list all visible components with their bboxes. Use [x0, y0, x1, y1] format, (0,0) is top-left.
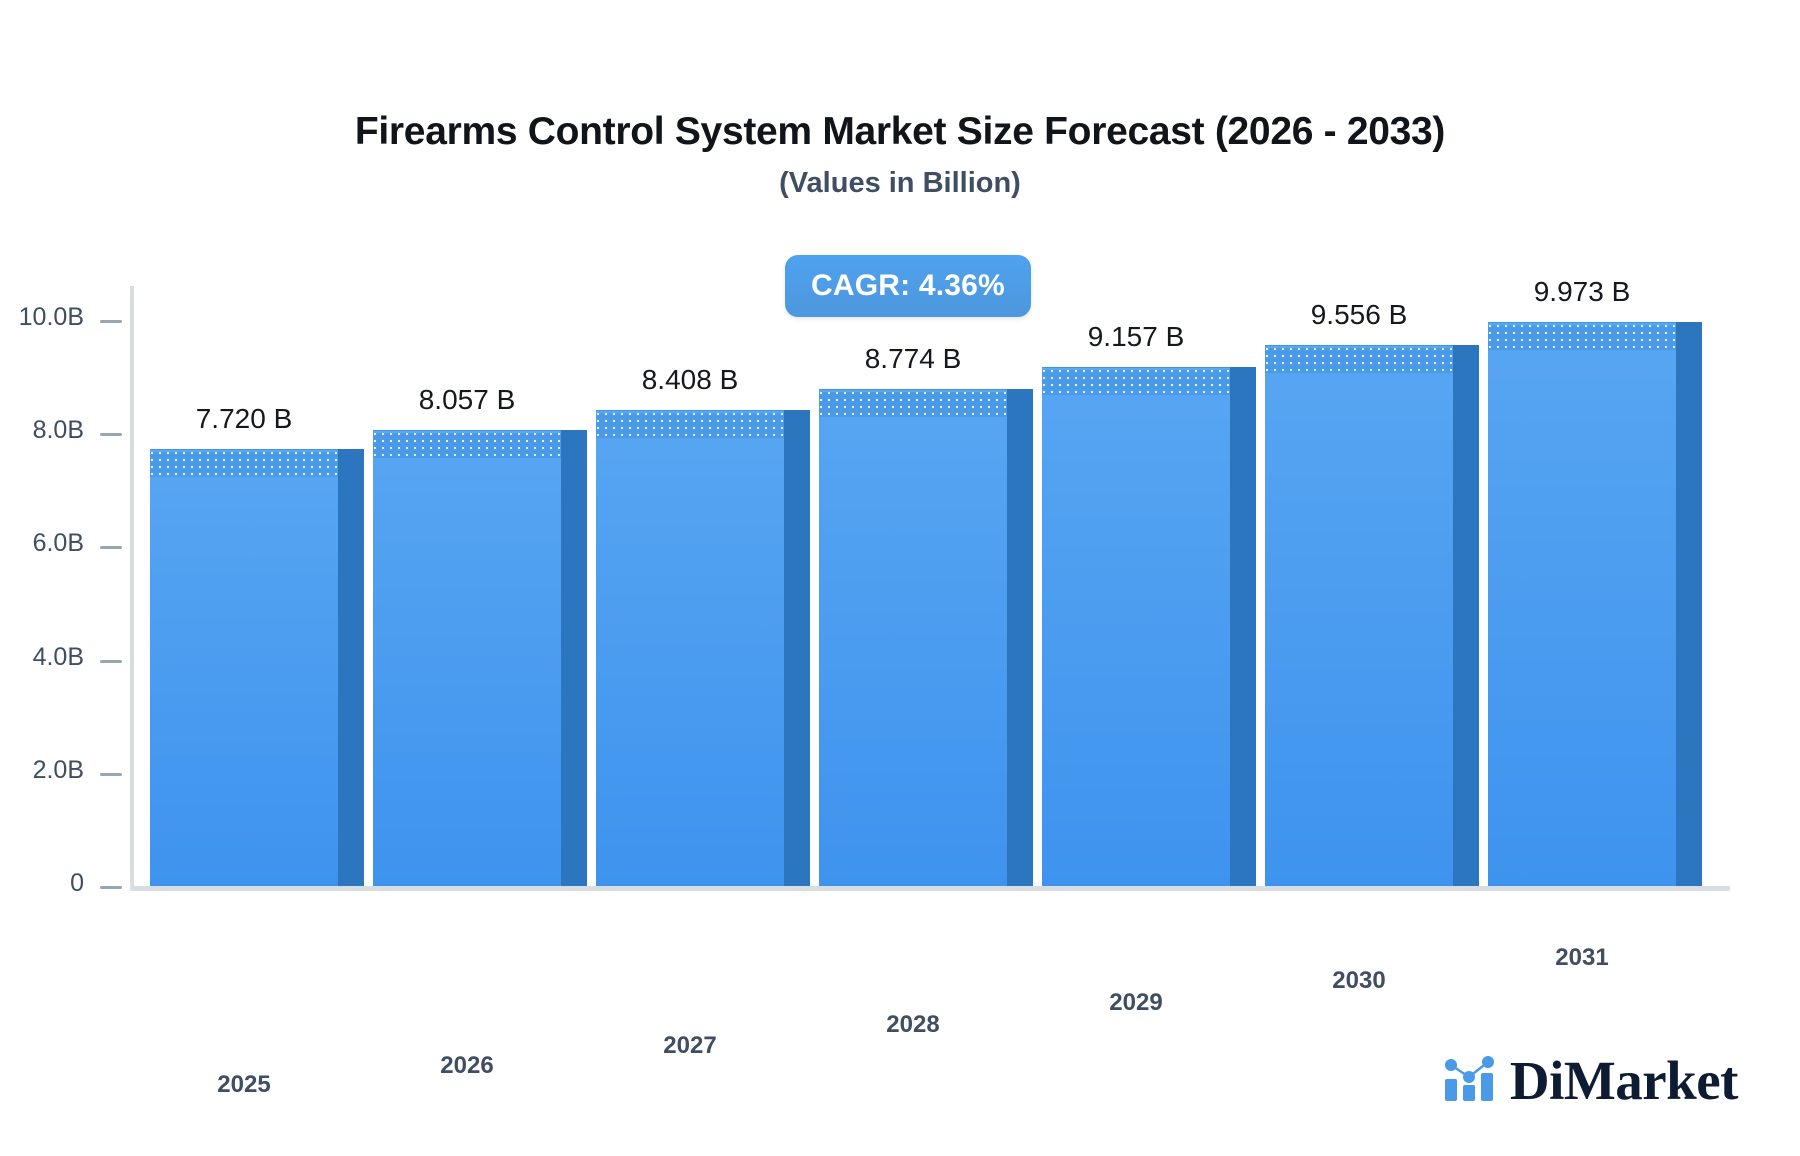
bar-value-label: 9.973 B — [1533, 276, 1631, 307]
y-axis-tick-label: 4.0B — [32, 642, 84, 671]
y-axis-tick-1: 2.0B — [2, 756, 130, 784]
bar-top-edge — [596, 411, 784, 413]
y-axis-line — [130, 286, 134, 886]
bar-value-label: 9.556 B — [1310, 299, 1408, 330]
bar-front-face — [1265, 345, 1453, 886]
cagr-badge[interactable]: CAGR: 4.36% — [785, 255, 1031, 317]
x-axis-tick-label: 2028 — [886, 1011, 940, 1038]
y-axis-tick-dash — [100, 433, 122, 437]
bar-side-face — [1453, 345, 1479, 886]
y-axis-tick-dash — [100, 320, 122, 323]
bar-side-face — [561, 430, 587, 886]
x-axis-tick-label: 2025 — [217, 1071, 271, 1098]
plot-area: 0 2.0B 4.0B 6.0B 8.0B 10.0B 7.720 B — [19, 276, 1730, 1098]
y-axis-tick-dash — [100, 886, 122, 889]
bar-top-face — [1488, 322, 1676, 350]
bar-3d-body — [819, 389, 1033, 886]
chart-header: Firearms Control System Market Size Fore… — [0, 110, 1800, 200]
bar-front-face — [1042, 367, 1230, 886]
y-axis-tick-3: 6.0B — [2, 529, 130, 557]
bar-front-face — [373, 430, 561, 886]
bar-3d-body — [1265, 345, 1479, 886]
bar-side-face — [338, 449, 364, 886]
bar-value-label: 8.774 B — [864, 343, 962, 374]
bar-item-2026[interactable]: 8.057 B 2026 — [373, 384, 587, 1079]
x-axis-tick-label: 2026 — [440, 1052, 494, 1079]
brand-name: DiMarket — [1509, 1050, 1739, 1111]
bar-top-face — [150, 449, 338, 477]
bar-item-2031[interactable]: 9.973 B 2031 — [1488, 276, 1702, 971]
bar-side-face — [784, 410, 810, 886]
bar-3d-body — [1042, 367, 1256, 886]
x-axis-tick-label: 2029 — [1109, 989, 1163, 1016]
bar-item-2029[interactable]: 9.157 B 2029 — [1042, 321, 1256, 1016]
x-axis-line — [130, 886, 1730, 891]
bar-item-2028[interactable]: 8.774 B 2028 — [819, 343, 1033, 1038]
y-axis-tick-5: 10.0B — [2, 303, 130, 331]
chart-title: Firearms Control System Market Size Fore… — [354, 110, 1446, 153]
bar-value-label: 9.157 B — [1087, 321, 1185, 352]
bar-top-face — [819, 389, 1007, 417]
bar-top-edge — [1488, 323, 1676, 325]
bar-side-face — [1007, 389, 1033, 886]
x-axis-tick-label: 2027 — [663, 1032, 717, 1059]
bar-top-face — [1042, 367, 1230, 395]
y-axis-tick-dash — [100, 772, 122, 776]
bar-3d-body — [596, 410, 810, 886]
bar-value-label: 7.720 B — [195, 403, 293, 434]
bar-front-face — [1488, 322, 1676, 886]
x-axis-tick-label: 2030 — [1332, 967, 1386, 994]
y-axis-tick-4: 8.0B — [2, 416, 130, 444]
bar-3d-body — [373, 430, 587, 886]
bar-item-2030[interactable]: 9.556 B 2030 — [1265, 299, 1479, 994]
bar-top-edge — [1265, 346, 1453, 348]
y-axis-tick-dash — [100, 546, 122, 550]
y-axis-tick-0: 0 — [2, 869, 130, 897]
bar-value-label: 8.057 B — [418, 384, 516, 415]
bar-front-face — [150, 449, 338, 886]
bar-item-2027[interactable]: 8.408 B 2027 — [596, 364, 810, 1059]
bar-top-edge — [1042, 368, 1230, 370]
bar-3d-body — [150, 449, 364, 886]
bar-top-edge — [373, 431, 561, 433]
bar-side-face — [1676, 322, 1702, 886]
bar-top-face — [596, 410, 784, 438]
chart-subtitle: (Values in Billion) — [779, 166, 1021, 199]
cagr-label: CAGR: 4.36% — [811, 269, 1005, 302]
bar-top-face — [1265, 345, 1453, 373]
bar-series: 7.720 B 2025 8.057 B 2026 8.408 B — [130, 276, 1730, 1098]
y-axis-tick-label: 8.0B — [32, 416, 84, 445]
brand-logo: DiMarket — [1442, 1050, 1739, 1111]
bar-top-edge — [150, 450, 338, 452]
bar-chart-icon — [1442, 1053, 1498, 1108]
y-axis-tick-label: 6.0B — [32, 529, 84, 558]
y-axis-tick-label: 0 — [70, 869, 84, 897]
bar-value-label: 8.408 B — [641, 364, 739, 395]
bar-3d-body — [1488, 322, 1702, 886]
y-axis-tick-label: 2.0B — [32, 755, 84, 784]
y-axis-tick-label: 10.0B — [18, 303, 84, 331]
bar-top-face — [373, 430, 561, 458]
y-axis-tick-2: 4.0B — [2, 643, 130, 671]
y-axis-tick-dash — [100, 659, 122, 663]
bar-side-face — [1230, 367, 1256, 886]
bar-front-face — [819, 389, 1007, 886]
bar-front-face — [596, 410, 784, 886]
bar-item-2025[interactable]: 7.720 B 2025 — [150, 403, 364, 1098]
x-axis-tick-label: 2031 — [1555, 944, 1609, 971]
bar-top-edge — [819, 390, 1007, 392]
